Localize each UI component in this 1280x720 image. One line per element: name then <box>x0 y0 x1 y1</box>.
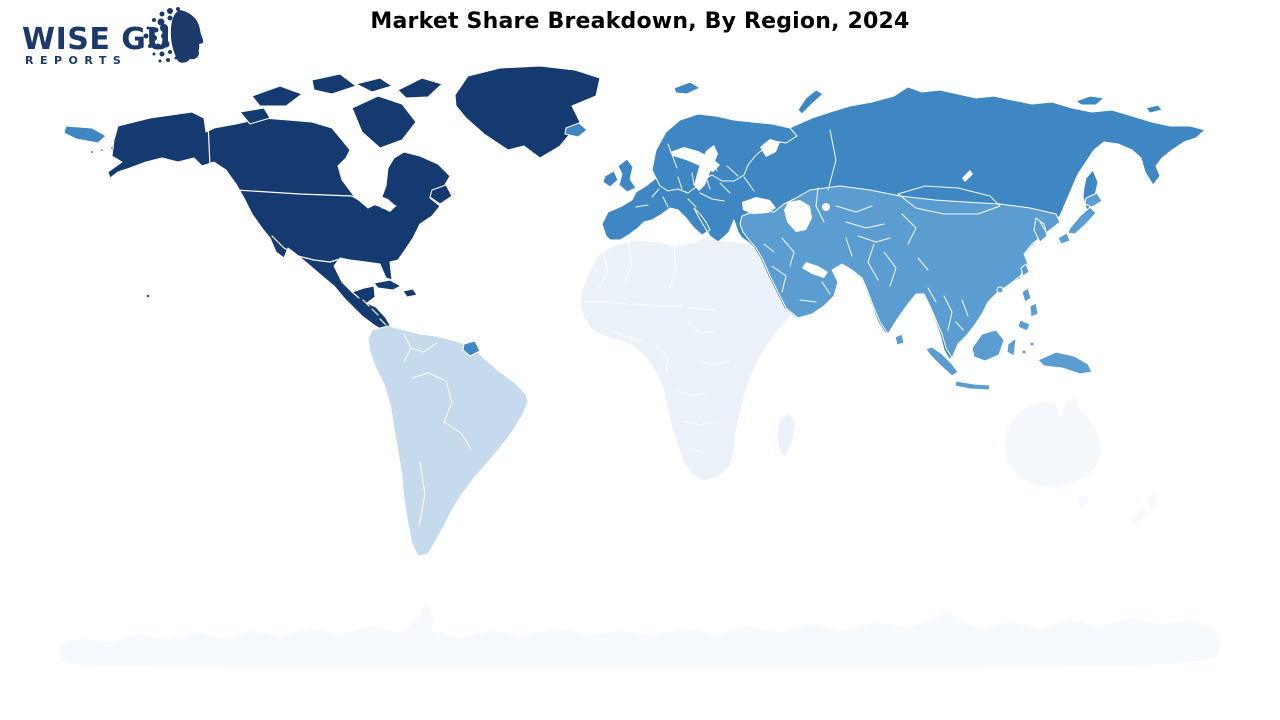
novaya-zemlya <box>797 89 824 115</box>
ireland <box>602 170 619 188</box>
country-borders-na <box>207 121 397 326</box>
aleutian-dot <box>90 150 94 154</box>
japan-honshu <box>1067 206 1097 235</box>
philippines <box>1021 287 1032 303</box>
philippines <box>1029 302 1039 318</box>
hawaii-dot <box>145 293 151 299</box>
baffin-island <box>351 95 417 149</box>
taiwan <box>1020 263 1030 277</box>
sulawesi <box>1006 337 1017 357</box>
cuba <box>373 279 402 291</box>
antarctica <box>59 599 1223 669</box>
ellesmere-island <box>397 77 443 99</box>
chukotka-west-fragment <box>63 125 107 144</box>
region-oceania <box>1003 396 1159 527</box>
country-borders <box>403 129 1047 527</box>
white-sea <box>760 139 780 157</box>
new-zealand-south <box>1129 507 1149 527</box>
arctic-island <box>355 77 393 93</box>
french-guiana <box>462 340 481 357</box>
moluccas <box>1021 349 1027 355</box>
sea-overlays <box>368 139 973 278</box>
page-title: Market Share Breakdown, By Region, 2024 <box>370 9 910 34</box>
hainan <box>996 286 1004 294</box>
great-lakes <box>368 195 396 212</box>
wise-guy-reports-logo: WISE GUY REPORTS <box>22 7 204 67</box>
head-profile-icon <box>143 7 204 63</box>
moluccas <box>1029 341 1035 347</box>
newfoundland <box>429 184 453 205</box>
aral-sea <box>822 203 830 211</box>
aleutian-dot <box>110 146 114 150</box>
south-america-mainland <box>367 325 529 557</box>
japan-kyushu <box>1057 232 1071 245</box>
new-siberian-islands <box>1075 95 1105 106</box>
arctic-island <box>239 107 271 125</box>
asia-mainland <box>739 185 1061 359</box>
madagascar <box>776 412 797 459</box>
aleutian-dot <box>100 148 104 152</box>
region-north-america <box>90 65 601 332</box>
africa-mainland <box>579 237 804 482</box>
great-britain <box>617 158 637 193</box>
sri-lanka <box>894 333 905 346</box>
sumatra <box>925 346 959 377</box>
region-asia-pacific <box>739 185 1103 391</box>
tasmania <box>1076 493 1091 509</box>
borneo <box>971 329 1005 362</box>
greenland <box>454 65 601 159</box>
australia <box>1003 396 1103 489</box>
iceland <box>564 122 588 138</box>
caspian-sea <box>784 200 812 232</box>
gulf-of-bothnia <box>694 145 718 191</box>
region-africa <box>579 237 804 482</box>
new-zealand-north <box>1145 492 1159 511</box>
hispaniola <box>402 288 418 298</box>
arctic-island <box>251 85 303 107</box>
logo-subtext: REPORTS <box>25 54 127 67</box>
black-sea <box>742 197 776 214</box>
region-antarctica <box>59 599 1223 669</box>
arctic-island <box>311 73 357 95</box>
java <box>954 380 991 391</box>
svalbard <box>673 81 701 95</box>
wrangel-island <box>1145 104 1163 114</box>
region-south-america <box>367 325 529 557</box>
korea <box>1033 217 1048 243</box>
persian-gulf <box>802 262 828 278</box>
north-america-mainland <box>107 111 451 332</box>
philippines <box>1017 319 1031 332</box>
japan-hokkaido <box>1084 192 1103 208</box>
new-guinea <box>1037 351 1093 375</box>
lake-baikal <box>962 170 973 182</box>
